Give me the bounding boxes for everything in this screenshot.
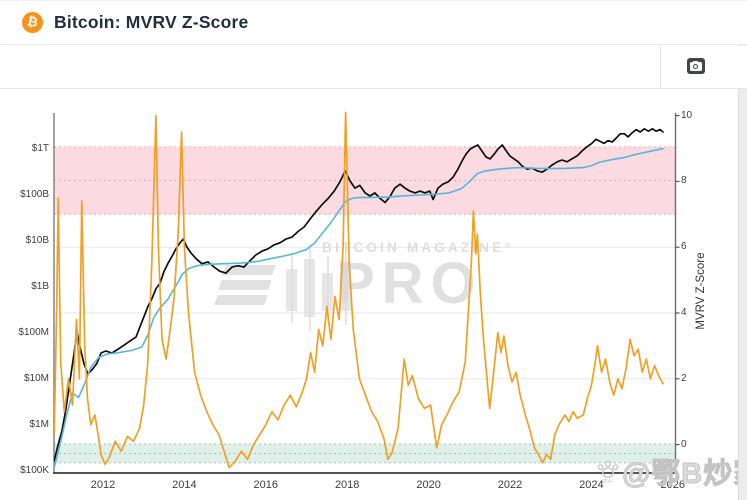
x-tick-label: 2018 <box>334 479 360 491</box>
y-right-tick-label: 0 <box>681 438 687 450</box>
y-left-tick-label: $10M <box>23 373 49 385</box>
y-left-tick-label: $10B <box>25 234 49 246</box>
bitcoin-glyph: ₿ <box>25 14 40 31</box>
toolbar-divider <box>660 46 661 89</box>
chart-toolbar <box>0 46 747 89</box>
y-right-tick-label: 2 <box>681 372 687 384</box>
x-tick-label: 2026 <box>660 479 686 491</box>
y-right-axis-title: MVRV Z-Score <box>695 252 707 330</box>
paw-caption: dw <box>602 477 614 485</box>
y-right-tick-label: 10 <box>681 109 693 121</box>
x-tick-label: 2022 <box>497 479 523 491</box>
x-tick-label: 2012 <box>90 479 116 491</box>
x-tick-label: 2016 <box>253 479 279 491</box>
page-edge-strip <box>738 45 747 500</box>
y-right-tick-label: 4 <box>681 307 687 318</box>
y-left-tick-label: $100K <box>20 465 49 477</box>
x-tick-label: 2020 <box>416 479 441 491</box>
x-tick-label: 2024 <box>579 479 604 491</box>
header-bar: ₿ Bitcoin: MVRV Z-Score <box>0 1 747 45</box>
page-title: Bitcoin: MVRV Z-Score <box>54 12 249 32</box>
camera-screenshot-button[interactable] <box>687 58 705 74</box>
x-tick-label: 2014 <box>172 479 197 491</box>
y-left-tick-label: $1M <box>29 419 49 431</box>
y-right-tick-label: 8 <box>681 175 687 187</box>
chart-plot-area[interactable] <box>54 111 676 473</box>
bitcoin-logo-icon: ₿ <box>22 12 43 33</box>
y-left-tick-label: $1B <box>31 281 49 292</box>
y-left-tick-label: $100B <box>20 188 49 200</box>
y-right-tick-label: 6 <box>681 241 687 253</box>
y-left-tick-label: $100M <box>18 327 49 339</box>
y-left-tick-label: $1T <box>31 142 49 154</box>
